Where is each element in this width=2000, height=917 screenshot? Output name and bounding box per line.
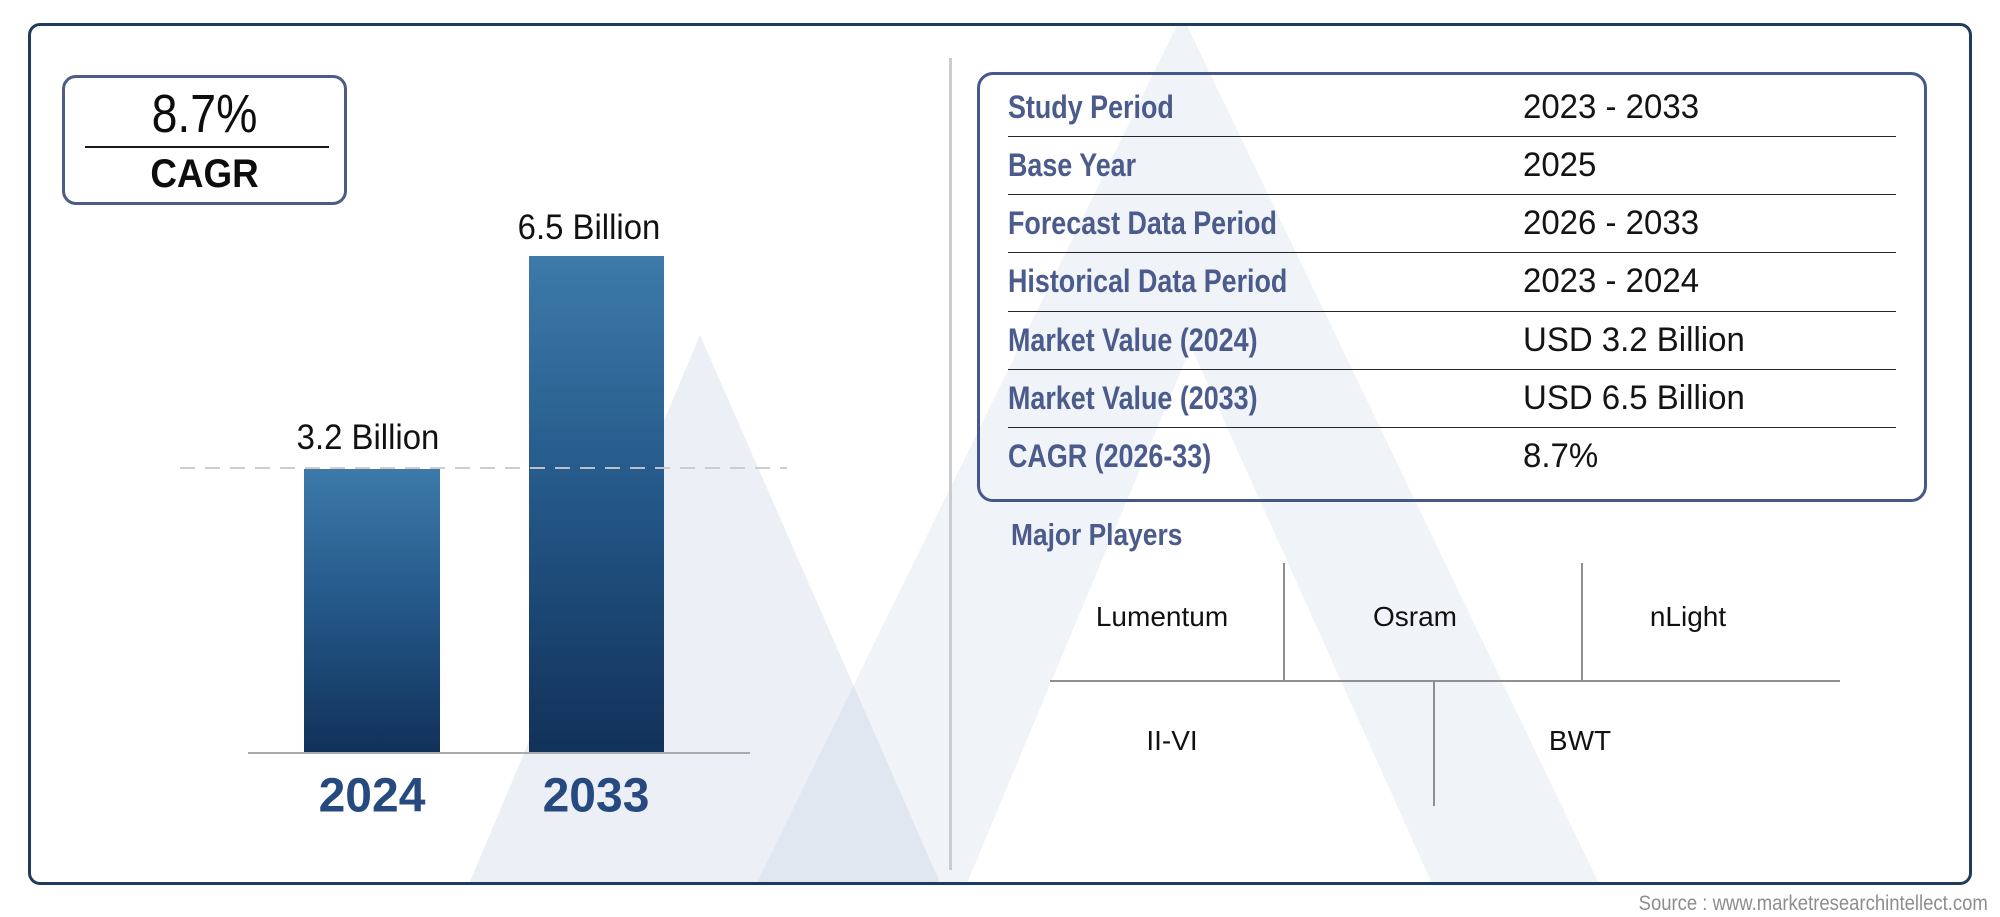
- cagr-callout-box: 8.7% CAGR: [62, 75, 347, 205]
- player-name: Lumentum: [1095, 601, 1229, 632]
- row-value: USD 6.5 Billion: [1523, 378, 1745, 417]
- row-label: CAGR (2026-33): [1008, 437, 1212, 474]
- outer-frame-border: [28, 23, 1972, 885]
- row-label: Base Year: [1008, 147, 1137, 184]
- row-value: 2025: [1523, 146, 1597, 185]
- vertical-divider: [949, 58, 952, 870]
- row-label: Forecast Data Period: [1008, 205, 1277, 242]
- player-name: II-VI: [1146, 725, 1198, 756]
- player-name: BWT: [1548, 725, 1612, 756]
- bar-2033: [529, 256, 664, 753]
- players-divider-vertical-1: [1283, 563, 1285, 681]
- row-label: Historical Data Period: [1008, 263, 1288, 300]
- chart-baseline: [248, 752, 750, 754]
- reference-dashed-line: [180, 467, 787, 469]
- table-row: Historical Data Period 2023 - 2024: [1008, 253, 1896, 312]
- player-name: Osram: [1373, 601, 1457, 632]
- cagr-value: 8.7%: [151, 84, 258, 144]
- row-value: 8.7%: [1523, 436, 1599, 475]
- table-row: Study Period 2023 - 2033: [1008, 79, 1896, 138]
- table-row: Base Year 2025: [1008, 137, 1896, 196]
- info-table-panel: Study Period 2023 - 2033 Base Year 2025 …: [977, 72, 1927, 502]
- row-value: 2023 - 2024: [1523, 262, 1700, 301]
- table-row: Market Value (2024) USD 3.2 Billion: [1008, 312, 1896, 370]
- row-value: USD 3.2 Billion: [1523, 320, 1745, 359]
- bar-2024: [304, 469, 440, 753]
- cagr-divider-line: [85, 146, 329, 148]
- players-divider-horizontal: [1050, 680, 1840, 682]
- table-row: CAGR (2026-33) 8.7%: [1008, 428, 1896, 485]
- table-row: Market Value (2033) USD 6.5 Billion: [1008, 370, 1896, 428]
- x-axis-label-2024: 2024: [318, 769, 426, 823]
- row-value: 2023 - 2033: [1523, 88, 1700, 127]
- source-attribution: Source : www.marketresearchintellect.com: [1638, 892, 1988, 915]
- watermark-inner-notch: [966, 347, 1433, 885]
- row-label: Market Value (2033): [1008, 379, 1258, 416]
- table-row: Forecast Data Period 2026 - 2033: [1008, 195, 1896, 254]
- player-name: nLight: [1649, 601, 1727, 632]
- x-axis-label-2033: 2033: [542, 769, 650, 823]
- cagr-label: CAGR: [150, 152, 259, 196]
- row-value: 2026 - 2033: [1523, 204, 1700, 243]
- players-divider-vertical-2: [1581, 563, 1583, 681]
- major-players-heading: Major Players: [1011, 517, 1183, 552]
- bar-value-label-2024: 3.2 Billion: [296, 418, 440, 457]
- row-label: Market Value (2024): [1008, 321, 1258, 358]
- bar-value-label-2033: 6.5 Billion: [517, 208, 661, 247]
- row-label: Study Period: [1008, 89, 1174, 126]
- players-divider-vertical-3: [1433, 681, 1435, 806]
